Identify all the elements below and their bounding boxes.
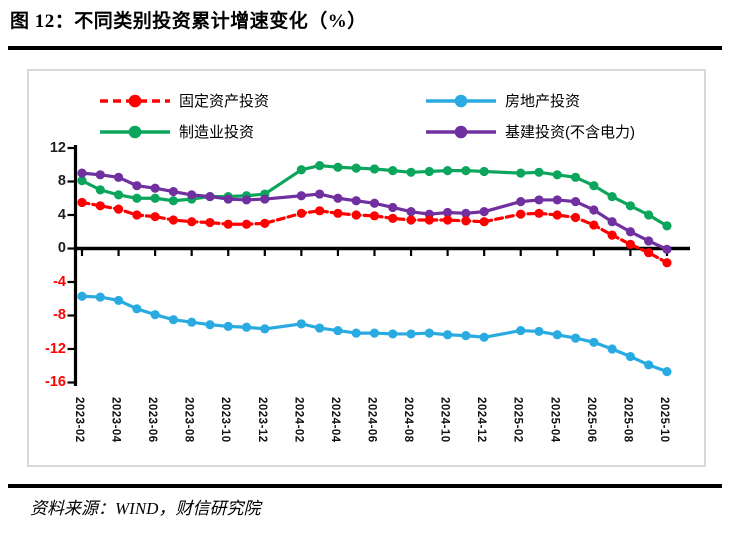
x-tick-label: 2024-12 bbox=[475, 397, 488, 443]
y-tick-label: -8 bbox=[53, 307, 66, 323]
y-tick-label: 8 bbox=[57, 173, 66, 189]
source-divider bbox=[8, 484, 722, 488]
chart-panel: 固定资产投资 房地产投资 制造业投资 基建投资(不含电力) bbox=[27, 69, 706, 467]
x-tick-label: 2025-06 bbox=[584, 397, 597, 443]
legend-marker-line-dot-icon bbox=[100, 125, 170, 138]
y-tick-label: -12 bbox=[45, 340, 66, 357]
legend-label: 制造业投资 bbox=[179, 124, 255, 141]
x-tick-label: 2023-12 bbox=[255, 397, 268, 443]
legend-item-fixed-asset-investment: 固定资产投资 bbox=[100, 90, 269, 111]
x-tick-label: 2023-08 bbox=[182, 397, 195, 443]
legend-label: 基建投资(不含电力) bbox=[505, 124, 635, 141]
x-tick-label: 2023-04 bbox=[109, 397, 122, 443]
legend-item-real-estate-investment: 房地产投资 bbox=[426, 90, 580, 111]
title-divider bbox=[8, 46, 722, 50]
x-tick-label: 2025-10 bbox=[657, 397, 670, 443]
x-tick-label: 2025-08 bbox=[621, 397, 634, 443]
figure-title: 图 12：不同类别投资累计增速变化（%） bbox=[10, 11, 367, 32]
legend-marker-dashed-line-dot-icon bbox=[100, 94, 170, 107]
x-tick-label: 2023-10 bbox=[219, 397, 232, 443]
legend-item-infrastructure-investment: 基建投资(不含电力) bbox=[426, 121, 635, 142]
x-tick-label: 2024-04 bbox=[328, 397, 341, 443]
x-tick-label: 2024-10 bbox=[438, 397, 451, 443]
source-note: 资料来源：WIND，财信研究院 bbox=[30, 499, 261, 518]
y-tick-label: 4 bbox=[57, 206, 66, 223]
x-tick-label: 2024-08 bbox=[402, 397, 415, 443]
legend-label: 固定资产投资 bbox=[179, 93, 270, 110]
legend-item-manufacturing-investment: 制造业投资 bbox=[100, 121, 254, 142]
x-tick-label: 2024-06 bbox=[365, 397, 378, 443]
y-tick-label: 0 bbox=[57, 240, 66, 256]
x-tick-label: 2025-04 bbox=[548, 397, 561, 443]
x-tick-label: 2023-06 bbox=[146, 397, 159, 443]
y-tick-label: 12 bbox=[49, 139, 66, 156]
x-tick-label: 2023-02 bbox=[73, 397, 85, 443]
legend-marker-line-dot-icon bbox=[426, 94, 496, 107]
y-tick-label: -4 bbox=[53, 273, 66, 290]
x-tick-label: 2025-02 bbox=[511, 397, 524, 443]
y-tick-label: -16 bbox=[45, 374, 66, 390]
x-tick-label: 2024-02 bbox=[292, 397, 305, 443]
legend-marker-line-dot-icon bbox=[426, 125, 496, 138]
legend-label: 房地产投资 bbox=[505, 93, 581, 110]
